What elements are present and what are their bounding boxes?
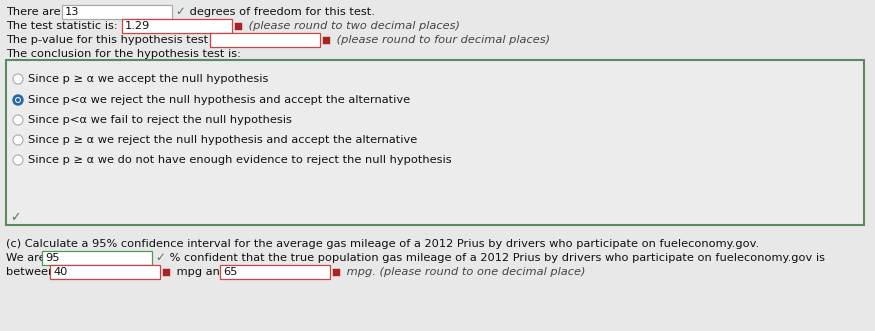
Text: (please round to two decimal places): (please round to two decimal places)	[245, 21, 460, 31]
Text: between: between	[6, 267, 59, 277]
FancyBboxPatch shape	[163, 268, 170, 275]
FancyBboxPatch shape	[333, 268, 340, 275]
Text: 95: 95	[45, 253, 60, 263]
Circle shape	[16, 98, 20, 102]
Text: Since p ≥ α we accept the null hypothesis: Since p ≥ α we accept the null hypothesi…	[28, 74, 269, 84]
Text: mpg. (please round to one decimal place): mpg. (please round to one decimal place)	[343, 267, 585, 277]
Circle shape	[13, 74, 23, 84]
Text: degrees of freedom for this test.: degrees of freedom for this test.	[186, 7, 374, 17]
FancyBboxPatch shape	[122, 19, 232, 33]
Text: ✓: ✓	[10, 212, 20, 224]
FancyBboxPatch shape	[50, 265, 160, 279]
Text: Since p<α we fail to reject the null hypothesis: Since p<α we fail to reject the null hyp…	[28, 115, 292, 125]
Text: 40: 40	[53, 267, 67, 277]
Text: ✓: ✓	[175, 6, 185, 19]
FancyBboxPatch shape	[6, 60, 864, 225]
Text: 13: 13	[65, 7, 80, 17]
Circle shape	[13, 135, 23, 145]
Text: The test statistic is:: The test statistic is:	[6, 21, 122, 31]
Circle shape	[13, 155, 23, 165]
FancyBboxPatch shape	[323, 36, 330, 43]
Text: ✓: ✓	[155, 252, 164, 264]
FancyBboxPatch shape	[210, 33, 320, 47]
Text: There are: There are	[6, 7, 64, 17]
Text: 65: 65	[223, 267, 237, 277]
Text: Since p<α we reject the null hypothesis and accept the alternative: Since p<α we reject the null hypothesis …	[28, 95, 410, 105]
FancyBboxPatch shape	[42, 251, 152, 265]
Circle shape	[17, 99, 19, 101]
Text: (c) Calculate a 95% confidence interval for the average gas mileage of a 2012 Pr: (c) Calculate a 95% confidence interval …	[6, 239, 760, 249]
Text: The conclusion for the hypothesis test is:: The conclusion for the hypothesis test i…	[6, 49, 241, 59]
Text: 1.29: 1.29	[125, 21, 150, 31]
Text: The p-value for this hypothesis test is:: The p-value for this hypothesis test is:	[6, 35, 228, 45]
Text: (please round to four decimal places): (please round to four decimal places)	[333, 35, 550, 45]
FancyBboxPatch shape	[62, 5, 172, 19]
Text: mpg and: mpg and	[173, 267, 231, 277]
Circle shape	[13, 95, 23, 105]
Text: % confident that the true population gas mileage of a 2012 Prius by drivers who : % confident that the true population gas…	[166, 253, 825, 263]
Circle shape	[13, 115, 23, 125]
Text: Since p ≥ α we reject the null hypothesis and accept the alternative: Since p ≥ α we reject the null hypothesi…	[28, 135, 417, 145]
FancyBboxPatch shape	[235, 23, 242, 29]
FancyBboxPatch shape	[220, 265, 330, 279]
Text: We are: We are	[6, 253, 49, 263]
Text: Since p ≥ α we do not have enough evidence to reject the null hypothesis: Since p ≥ α we do not have enough eviden…	[28, 155, 452, 165]
